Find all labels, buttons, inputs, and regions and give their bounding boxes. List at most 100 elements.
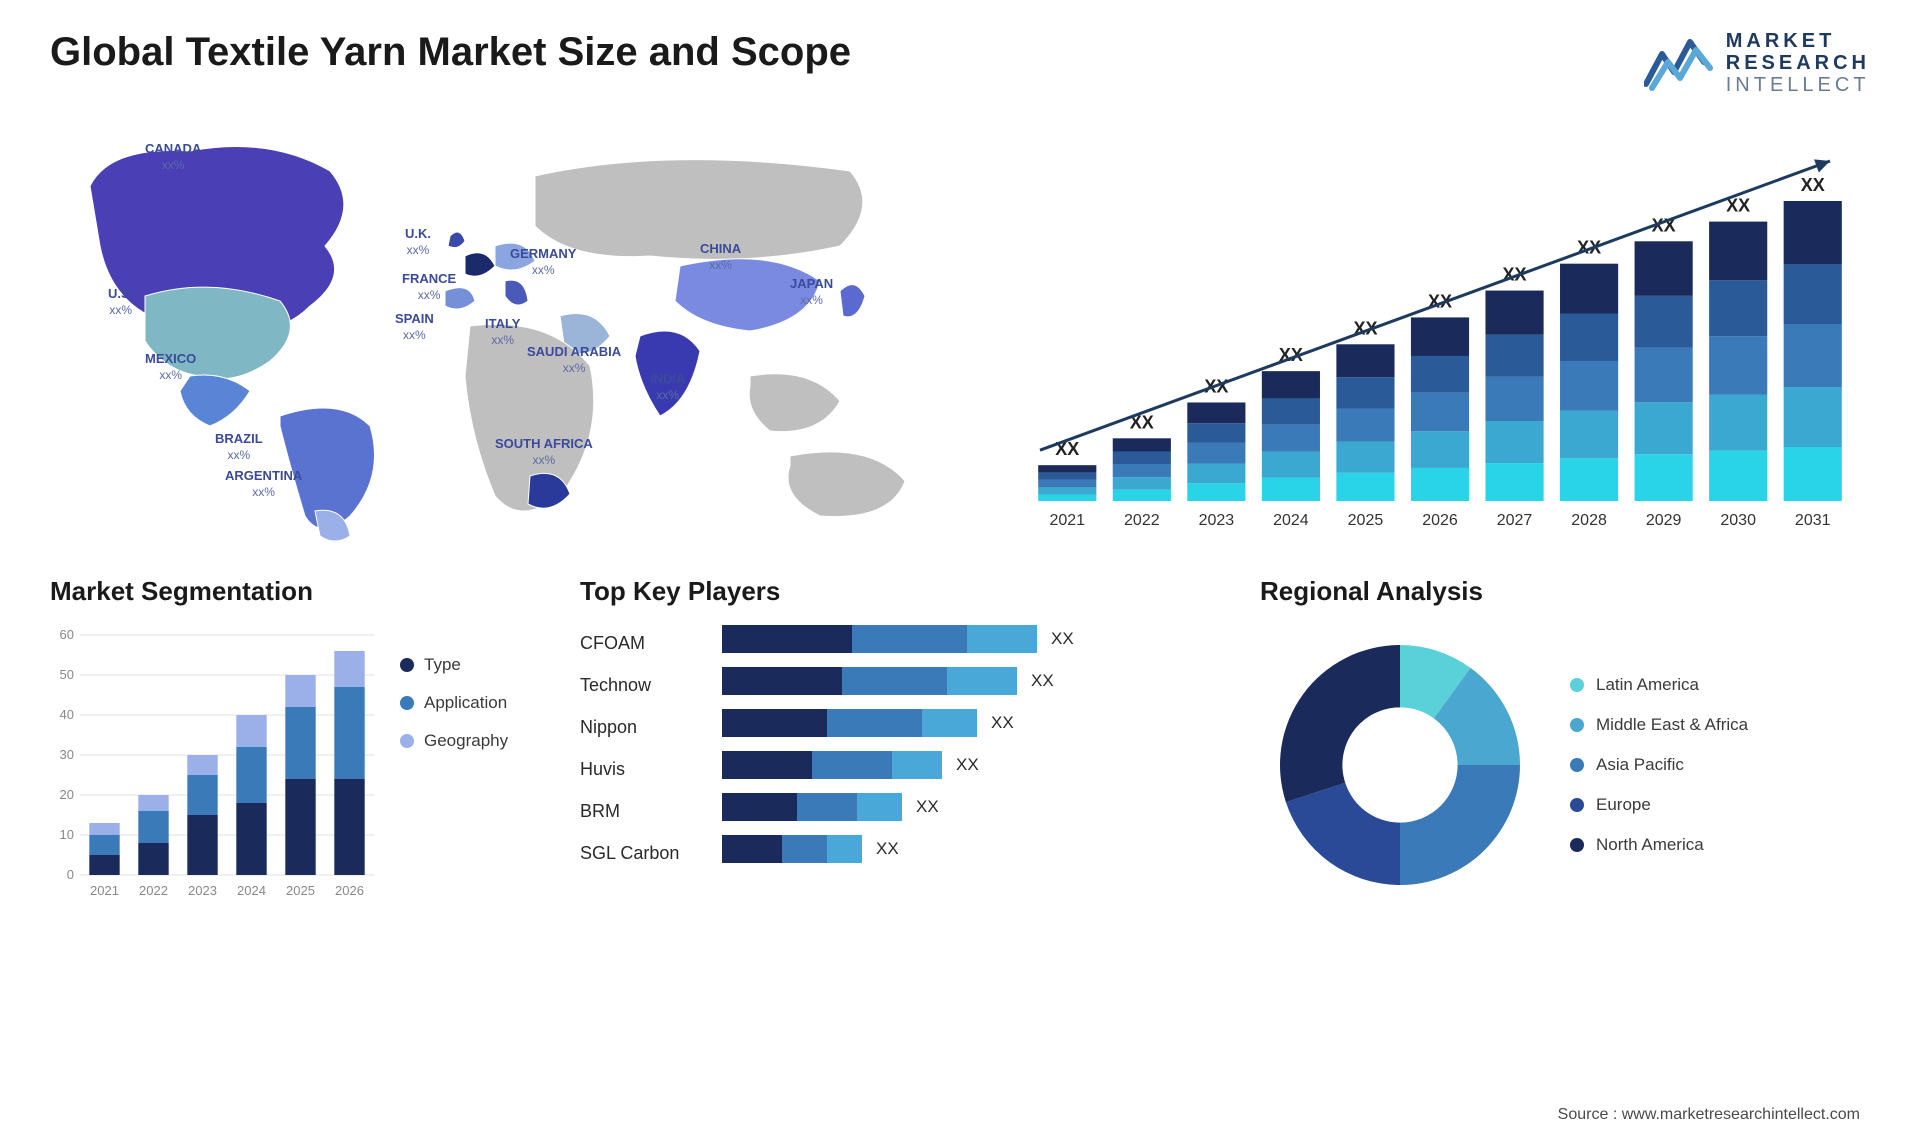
seg-legend-item: Application <box>400 693 508 713</box>
player-bar-segment <box>827 835 862 863</box>
player-bar <box>722 793 902 821</box>
player-bar-segment <box>852 625 967 653</box>
region-legend-item: Latin America <box>1570 675 1748 695</box>
player-bar-segment <box>857 793 902 821</box>
map-label-canada: CANADAxx% <box>145 141 201 172</box>
svg-text:2026: 2026 <box>335 883 364 898</box>
forecast-year-label: 2025 <box>1348 512 1384 529</box>
players-title: Top Key Players <box>580 576 1230 607</box>
player-bar-row: XX <box>722 751 1230 779</box>
player-bar-row: XX <box>722 709 1230 737</box>
svg-text:0: 0 <box>67 867 74 882</box>
legend-label: Geography <box>424 731 508 751</box>
player-bar-segment <box>797 793 857 821</box>
map-label-south-africa: SOUTH AFRICAxx% <box>495 436 593 467</box>
legend-label: Europe <box>1596 795 1651 815</box>
player-bar-segment <box>722 709 827 737</box>
map-label-saudi-arabia: SAUDI ARABIAxx% <box>527 344 621 375</box>
regional-legend: Latin America Middle East & Africa Asia Pa… <box>1570 675 1748 855</box>
legend-dot-icon <box>1570 798 1584 812</box>
player-bar-segment <box>782 835 827 863</box>
player-bar-segment <box>842 667 947 695</box>
legend-dot-icon <box>400 696 414 710</box>
logo-line3: INTELLECT <box>1726 74 1870 96</box>
map-label-spain: SPAINxx% <box>395 311 434 342</box>
player-bar-segment <box>922 709 977 737</box>
player-name: Huvis <box>580 755 710 783</box>
legend-dot-icon <box>1570 678 1584 692</box>
brand-logo: MARKET RESEARCH INTELLECT <box>1644 30 1870 96</box>
player-bar-row: XX <box>722 835 1230 863</box>
region-legend-item: Europe <box>1570 795 1748 815</box>
player-bar <box>722 835 862 863</box>
legend-label: Application <box>424 693 507 713</box>
seg-legend-item: Type <box>400 655 508 675</box>
player-name: CFOAM <box>580 629 710 657</box>
svg-text:60: 60 <box>60 627 74 642</box>
source-attribution: Source : www.marketresearchintellect.com <box>1558 1106 1860 1124</box>
svg-text:20: 20 <box>60 787 74 802</box>
legend-dot-icon <box>1570 838 1584 852</box>
player-name: BRM <box>580 797 710 825</box>
forecast-year-label: 2023 <box>1199 512 1235 529</box>
regional-panel: Regional Analysis Latin America Middle Ea… <box>1260 576 1870 905</box>
player-name: Nippon <box>580 713 710 741</box>
svg-text:30: 30 <box>60 747 74 762</box>
forecast-year-label: 2030 <box>1720 512 1756 529</box>
forecast-year-label: 2024 <box>1273 512 1309 529</box>
svg-text:10: 10 <box>60 827 74 842</box>
legend-dot-icon <box>400 658 414 672</box>
player-bar <box>722 625 1037 653</box>
player-value-label: XX <box>956 755 979 775</box>
player-bar <box>722 709 977 737</box>
players-body: CFOAMTechnowNipponHuvisBRMSGL Carbon XXX… <box>580 625 1230 867</box>
regional-donut <box>1260 625 1540 905</box>
segmentation-panel: Market Segmentation 01020304050602021202… <box>50 576 550 905</box>
player-bar-segment <box>722 667 842 695</box>
svg-text:40: 40 <box>60 707 74 722</box>
player-bar-segment <box>967 625 1037 653</box>
regional-body: Latin America Middle East & Africa Asia Pa… <box>1260 625 1870 905</box>
player-bar-segment <box>722 793 797 821</box>
legend-label: Asia Pacific <box>1596 755 1684 775</box>
player-bar <box>722 667 1017 695</box>
world-map-panel: CANADAxx%U.S.xx%MEXICOxx%BRAZILxx%ARGENT… <box>50 116 950 546</box>
player-value-label: XX <box>916 797 939 817</box>
forecast-year-label: 2029 <box>1646 512 1682 529</box>
player-value-label: XX <box>1051 629 1074 649</box>
legend-dot-icon <box>1570 718 1584 732</box>
top-row: CANADAxx%U.S.xx%MEXICOxx%BRAZILxx%ARGENT… <box>0 116 1920 546</box>
player-name: Technow <box>580 671 710 699</box>
logo-text: MARKET RESEARCH INTELLECT <box>1726 30 1870 96</box>
segmentation-chart: 0102030405060202120222023202420252026 <box>50 625 380 905</box>
forecast-year-label: 2028 <box>1571 512 1607 529</box>
map-label-mexico: MEXICOxx% <box>145 351 196 382</box>
player-bar <box>722 751 942 779</box>
seg-legend-item: Geography <box>400 731 508 751</box>
player-bar-row: XX <box>722 667 1230 695</box>
forecast-year-label: 2022 <box>1124 512 1160 529</box>
map-label-china: CHINAxx% <box>700 241 741 272</box>
players-bars-col: XX XX XX XX XX XX <box>722 625 1230 867</box>
region-legend-item: North America <box>1570 835 1748 855</box>
forecast-year-label: 2026 <box>1422 512 1458 529</box>
player-value-label: XX <box>876 839 899 859</box>
player-bar-segment <box>722 835 782 863</box>
svg-text:50: 50 <box>60 667 74 682</box>
players-names-col: CFOAM Technow Nippon Huvis BRM SGL Carbon <box>580 625 710 867</box>
bottom-row: Market Segmentation 01020304050602021202… <box>0 576 1920 905</box>
player-bar-segment <box>827 709 922 737</box>
map-label-india: INDIAxx% <box>650 371 685 402</box>
player-name: SGL Carbon <box>580 839 710 867</box>
regional-title: Regional Analysis <box>1260 576 1870 607</box>
legend-label: Middle East & Africa <box>1596 715 1748 735</box>
player-bar-segment <box>892 751 942 779</box>
svg-text:2025: 2025 <box>286 883 315 898</box>
page-title: Global Textile Yarn Market Size and Scop… <box>50 30 851 75</box>
forecast-year-label: 2021 <box>1049 512 1085 529</box>
map-label-argentina: ARGENTINAxx% <box>225 468 302 499</box>
legend-label: Latin America <box>1596 675 1699 695</box>
legend-label: North America <box>1596 835 1704 855</box>
segmentation-body: 0102030405060202120222023202420252026 Ty… <box>50 625 550 905</box>
map-label-u-k-: U.K.xx% <box>405 226 431 257</box>
